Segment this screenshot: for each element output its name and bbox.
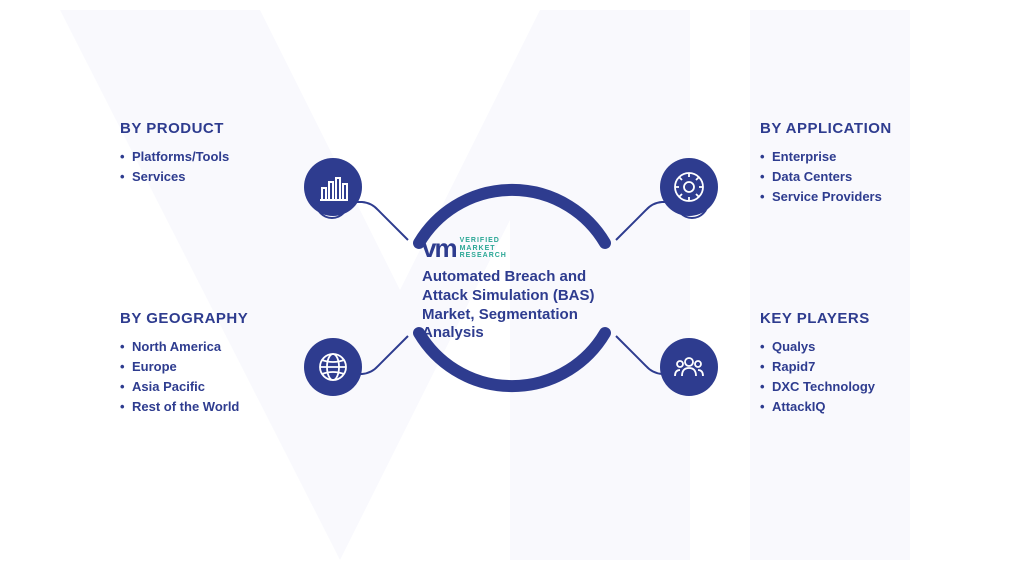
center-content: vm VERIFIED MARKET RESEARCH Automated Br… [422, 233, 602, 343]
list-item: Rapid7 [760, 357, 960, 377]
list-item: Data Centers [760, 167, 960, 187]
list-item: Services [120, 167, 300, 187]
center-title: Automated Breach and Attack Simulation (… [422, 268, 602, 343]
list-item: Qualys [760, 337, 960, 357]
list-item: Rest of the World [120, 397, 310, 417]
segment-list: Platforms/Tools Services [120, 147, 300, 187]
infographic-root: vm VERIFIED MARKET RESEARCH Automated Br… [0, 0, 1024, 576]
center-ring: vm VERIFIED MARKET RESEARCH Automated Br… [392, 168, 632, 408]
segment-heading: BY PRODUCT [120, 120, 300, 137]
segment-players: KEY PLAYERS Qualys Rapid7 DXC Technology… [760, 310, 960, 418]
segment-application: BY APPLICATION Enterprise Data Centers S… [760, 120, 960, 207]
list-item: Asia Pacific [120, 377, 310, 397]
people-icon [660, 338, 718, 396]
bar-chart-icon [304, 158, 362, 216]
segment-product: BY PRODUCT Platforms/Tools Services [120, 120, 300, 187]
globe-icon [304, 338, 362, 396]
list-item: DXC Technology [760, 377, 960, 397]
list-item: North America [120, 337, 310, 357]
segment-list: Qualys Rapid7 DXC Technology AttackIQ [760, 337, 960, 418]
segment-list: Enterprise Data Centers Service Provider… [760, 147, 960, 207]
list-item: Europe [120, 357, 310, 377]
segment-heading: KEY PLAYERS [760, 310, 960, 327]
segment-heading: BY APPLICATION [760, 120, 960, 137]
segment-list: North America Europe Asia Pacific Rest o… [120, 337, 310, 418]
list-item: Service Providers [760, 187, 960, 207]
list-item: AttackIQ [760, 397, 960, 417]
segment-heading: BY GEOGRAPHY [120, 310, 310, 327]
logo: vm VERIFIED MARKET RESEARCH [422, 233, 602, 264]
list-item: Platforms/Tools [120, 147, 300, 167]
list-item: Enterprise [760, 147, 960, 167]
logo-mark: vm [422, 233, 456, 264]
segment-geography: BY GEOGRAPHY North America Europe Asia P… [120, 310, 310, 418]
logo-tagline: VERIFIED MARKET RESEARCH [460, 237, 507, 260]
gear-icon [660, 158, 718, 216]
